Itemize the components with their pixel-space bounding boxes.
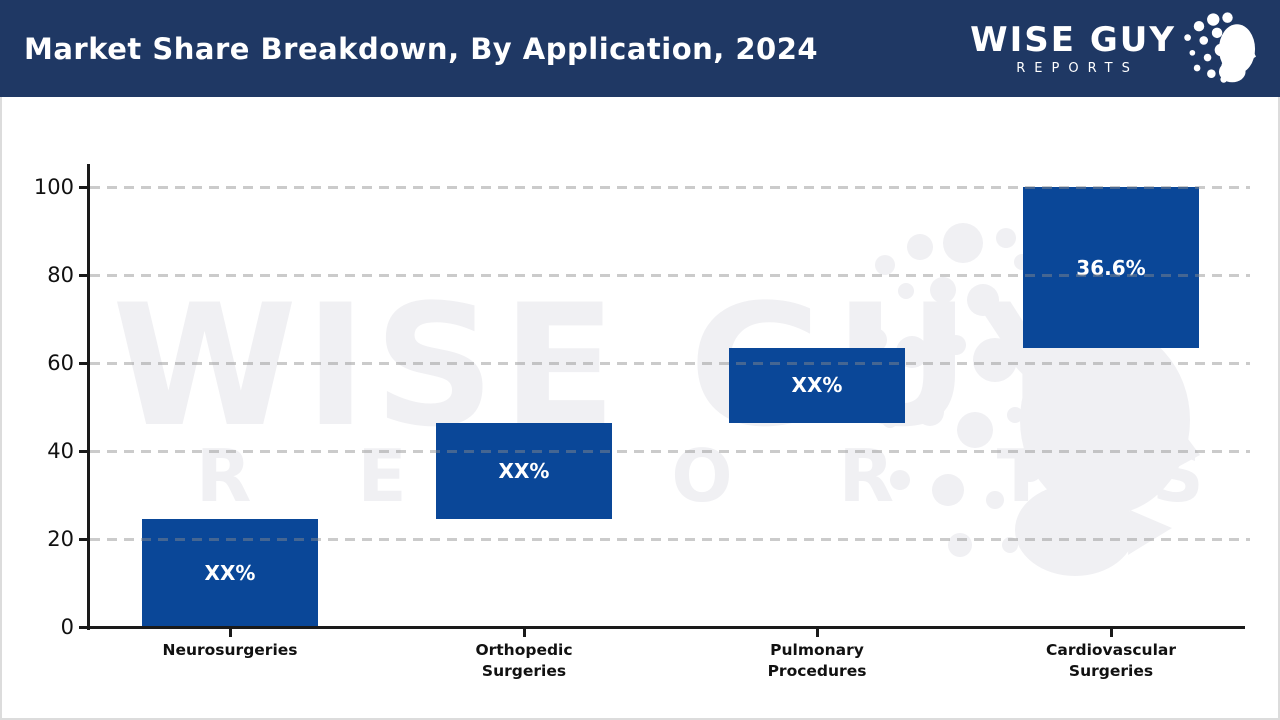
bar-segment-3: XX% xyxy=(729,348,905,423)
bar-segment-2: XX% xyxy=(436,422,612,520)
y-axis xyxy=(87,164,90,630)
category-label-line: Surgeries xyxy=(1068,662,1154,680)
y-tick-40 xyxy=(79,450,88,453)
gridline-60 xyxy=(90,362,1250,365)
x-axis xyxy=(87,626,1245,629)
bar-value-label-3: XX% xyxy=(791,373,843,398)
category-label-4: Cardiovascular Surgeries xyxy=(981,640,1241,682)
category-label-3: Pulmonary Procedures xyxy=(687,640,947,682)
category-label-line: Surgeries xyxy=(481,662,567,680)
category-label-2: Orthopedic Surgeries xyxy=(394,640,654,682)
brand-tagline: REPORTS xyxy=(1016,60,1139,76)
brand-face-icon xyxy=(1184,11,1256,83)
bar-segment-4: 36.6% xyxy=(1023,187,1199,349)
gridline-20 xyxy=(90,538,1250,541)
x-tick-3 xyxy=(816,629,819,637)
category-label-line: Procedures xyxy=(767,662,867,680)
y-tick-20 xyxy=(79,538,88,541)
y-tick-80 xyxy=(79,274,88,277)
y-tick-label-80: 80 xyxy=(47,263,74,287)
category-label-line: Neurosurgeries xyxy=(162,641,298,659)
bar-value-label-1: XX% xyxy=(204,561,256,586)
category-label-1: Neurosurgeries xyxy=(100,640,360,661)
bar-value-label-2: XX% xyxy=(498,459,550,483)
header: Market Share Breakdown, By Application, … xyxy=(0,0,1280,97)
x-tick-2 xyxy=(523,629,526,637)
brand-logo: WISE GUY REPORTS xyxy=(970,8,1256,90)
bar-segment-1: XX% xyxy=(142,519,318,627)
x-tick-4 xyxy=(1110,629,1113,637)
brand-logo-text: WISE GUY REPORTS xyxy=(970,23,1176,75)
gridline-100 xyxy=(90,186,1250,189)
bar-value-label-4: 36.6% xyxy=(1076,255,1146,280)
y-tick-label-0: 0 xyxy=(60,615,74,639)
category-label-line: Cardiovascular xyxy=(1046,641,1176,659)
y-tick-100 xyxy=(79,186,88,189)
y-tick-0 xyxy=(79,626,88,629)
brand-name: WISE GUY xyxy=(970,19,1176,60)
y-tick-label-60: 60 xyxy=(47,351,74,375)
y-tick-label-40: 40 xyxy=(47,439,74,463)
gridline-40 xyxy=(90,450,1250,453)
y-tick-label-100: 100 xyxy=(33,175,74,199)
gridline-80 xyxy=(90,274,1250,277)
y-tick-60 xyxy=(79,362,88,365)
x-tick-1 xyxy=(229,629,232,637)
category-label-line: Pulmonary xyxy=(770,641,864,659)
page-title: Market Share Breakdown, By Application, … xyxy=(24,31,819,66)
category-label-line: Orthopedic xyxy=(475,641,573,659)
y-tick-label-20: 20 xyxy=(47,527,74,551)
